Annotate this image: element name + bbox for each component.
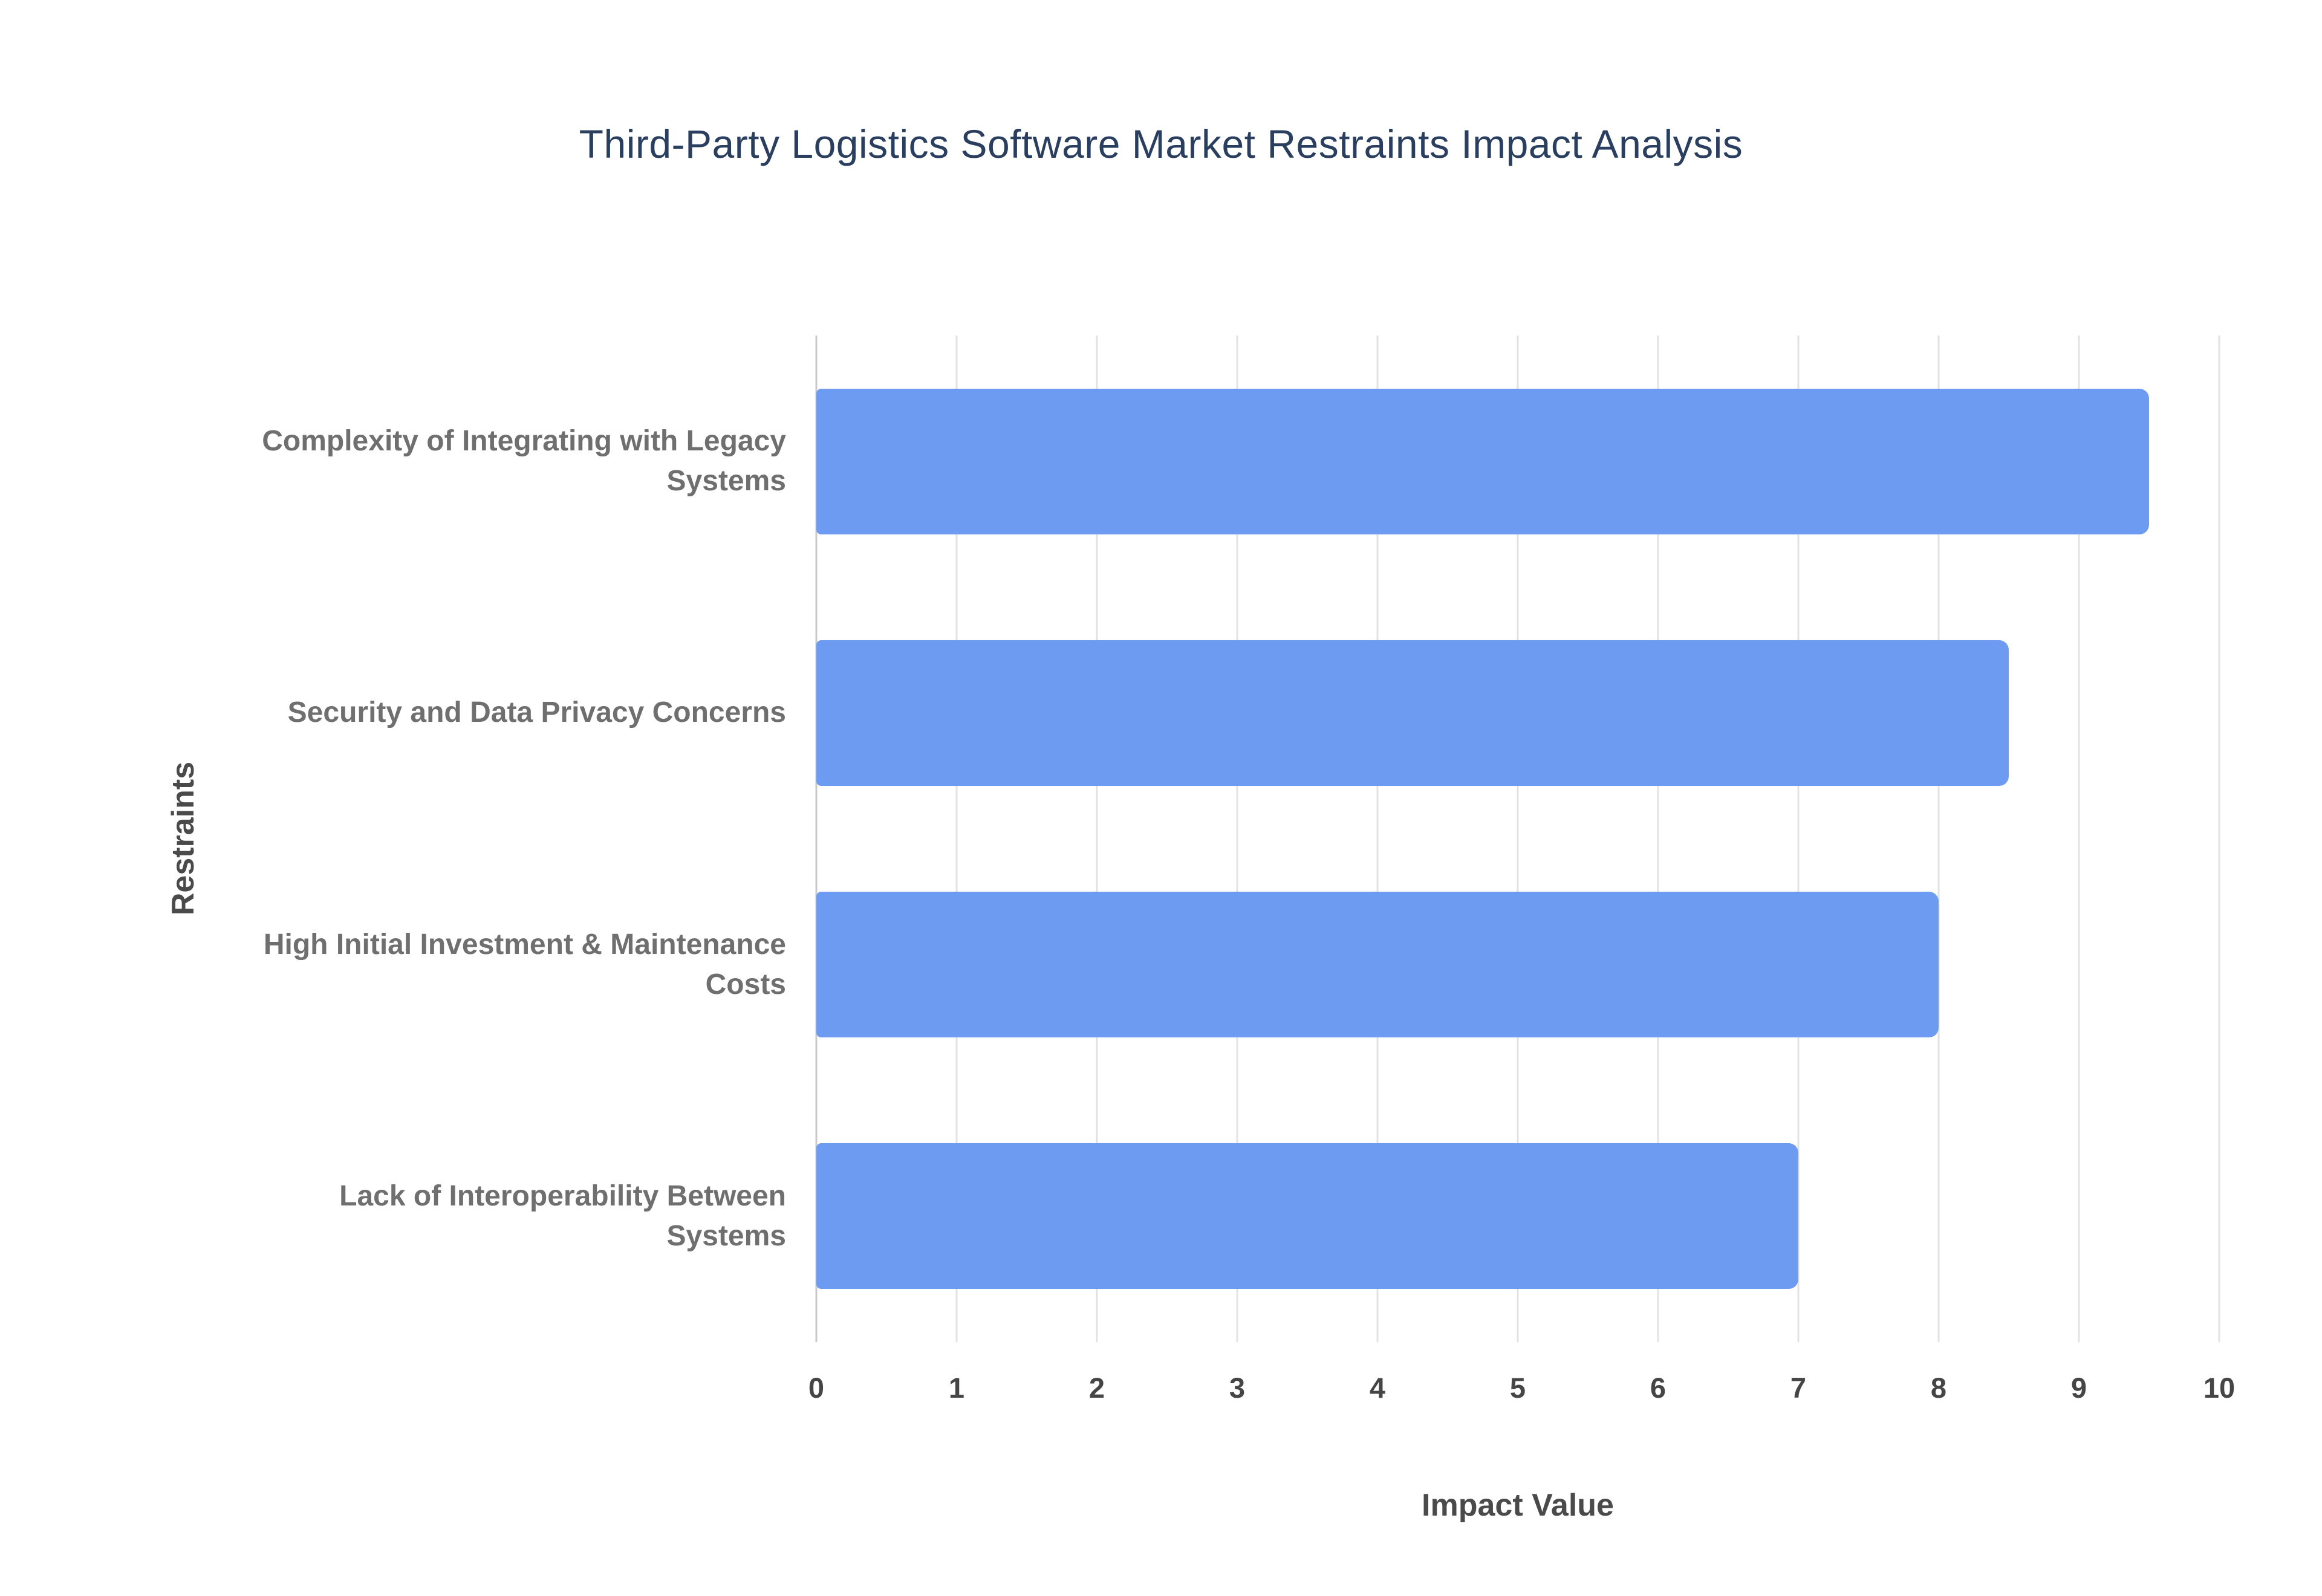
chart-title: Third-Party Logistics Software Market Re… (579, 122, 1743, 166)
y-axis-title: Restraints (166, 761, 201, 916)
category-label: Lack of Interoperability Between Systems (339, 1179, 786, 1252)
gridline (1657, 336, 1659, 1342)
x-tick-label: 0 (808, 1372, 825, 1404)
bar (816, 892, 1939, 1037)
x-tick-label: 2 (1088, 1372, 1105, 1404)
gridline (1096, 336, 1098, 1342)
bar (816, 1143, 1798, 1289)
zero-axis-line (815, 336, 818, 1342)
x-tick-label: 7 (1790, 1372, 1807, 1404)
plot-area (815, 336, 2220, 1342)
gridline (1797, 336, 1800, 1342)
gridline (2078, 336, 2080, 1342)
bar (816, 640, 2009, 786)
category-label: Security and Data Privacy Concerns (287, 696, 786, 728)
gridline (1517, 336, 1519, 1342)
gridline (1236, 336, 1238, 1342)
x-tick-label: 8 (1930, 1372, 1947, 1404)
x-axis-title: Impact Value (1422, 1488, 1614, 1523)
gridline (955, 336, 958, 1342)
x-tick-label: 4 (1369, 1372, 1386, 1404)
x-tick-label: 3 (1229, 1372, 1246, 1404)
category-label: High Initial Investment & Maintenance Co… (263, 928, 786, 1001)
category-label: Complexity of Integrating with Legacy Sy… (262, 424, 786, 497)
x-tick-label: 1 (948, 1372, 965, 1404)
gridline (1937, 336, 1940, 1342)
x-tick-label: 5 (1509, 1372, 1526, 1404)
gridline (2218, 336, 2220, 1342)
gridline (1376, 336, 1379, 1342)
x-tick-label: 10 (2203, 1372, 2236, 1404)
x-tick-labels: 0 1 2 3 4 5 6 7 8 9 10 (808, 1371, 2235, 1419)
x-tick-label: 9 (2070, 1372, 2087, 1404)
x-tick-label: 6 (1650, 1372, 1667, 1404)
bar (816, 389, 2149, 534)
category-axis-labels: Complexity of Integrating with Legacy Sy… (230, 336, 786, 1342)
